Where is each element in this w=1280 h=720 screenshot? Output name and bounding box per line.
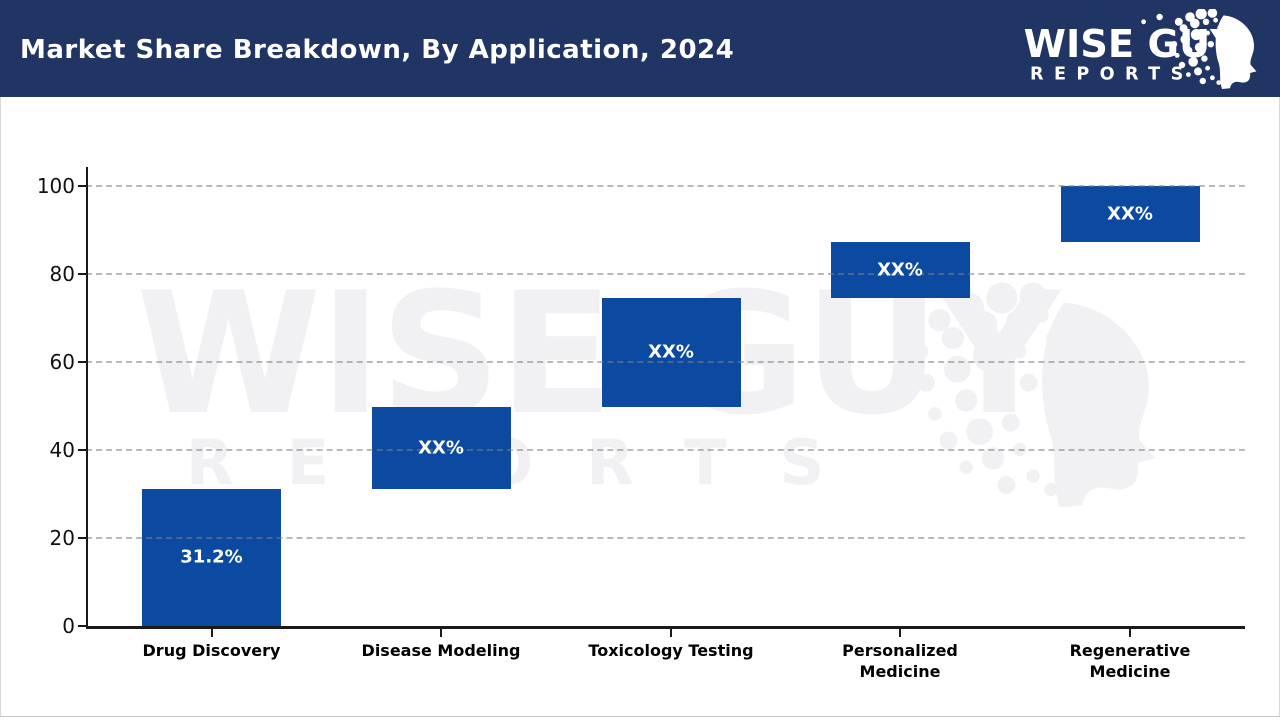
wise-guy-logo: WISE GUY REPORTS: [1024, 9, 1257, 89]
header: Market Share Breakdown, By Application, …: [0, 0, 1280, 97]
y-tick-80: [78, 273, 86, 275]
y-tick-40: [78, 449, 86, 451]
y-tick-label-20: 20: [49, 526, 75, 550]
logo-accent-dot: [1156, 13, 1163, 21]
watermark-wordmark: WISE GUY: [136, 256, 1060, 452]
bar-value-label: XX%: [1107, 203, 1153, 225]
gridline-20: [86, 537, 1245, 539]
gridline-100: [86, 185, 1245, 187]
x-tick-3: [670, 629, 672, 637]
bar-personalized-medicine: [830, 242, 970, 298]
gridline-80: [86, 273, 1245, 275]
y-tick-0: [78, 625, 86, 627]
x-axis-label: Disease Modeling: [361, 641, 521, 660]
logo-accent-dot: [1141, 19, 1146, 25]
y-tick-100: [78, 185, 86, 187]
gridline-40: [86, 449, 1245, 451]
x-tick-5: [1129, 629, 1131, 637]
x-tick-1: [210, 629, 213, 637]
x-axis-label: Personalized Medicine: [842, 641, 958, 681]
logo-subtext: REPORTS: [1030, 64, 1194, 84]
y-tick-label-0: 0: [62, 614, 75, 638]
bar-drug-discovery: [142, 488, 281, 626]
bar-value-label: XX%: [418, 437, 464, 459]
y-tick-label-60: 60: [49, 350, 75, 374]
y-tick-label-100: 100: [36, 174, 75, 198]
bar-disease-modeling: [371, 406, 511, 489]
x-axis-label: Toxicology Testing: [588, 641, 754, 660]
y-tick-60: [78, 361, 86, 363]
y-axis-line: [86, 167, 88, 626]
x-axis-line: [86, 626, 1245, 629]
bar-value-label: XX%: [648, 341, 694, 363]
x-tick-4: [899, 629, 901, 637]
y-tick-label-80: 80: [49, 262, 75, 286]
x-axis-label: Regenerative Medicine: [1069, 641, 1191, 681]
x-tick-2: [440, 629, 442, 637]
bar-value-label: 31.2%: [180, 546, 243, 568]
gridline-60: [86, 361, 1245, 363]
y-tick-20: [78, 537, 86, 539]
watermark-subtext: REPORTS: [186, 426, 878, 499]
bar-regenerative-medicine: [1060, 186, 1200, 243]
bar-value-label: XX%: [877, 259, 923, 281]
page-title: Market Share Breakdown, By Application, …: [20, 35, 735, 65]
y-tick-label-40: 40: [49, 438, 75, 462]
bar-toxicology-testing: [601, 297, 741, 407]
x-axis-label: Drug Discovery: [142, 641, 281, 660]
